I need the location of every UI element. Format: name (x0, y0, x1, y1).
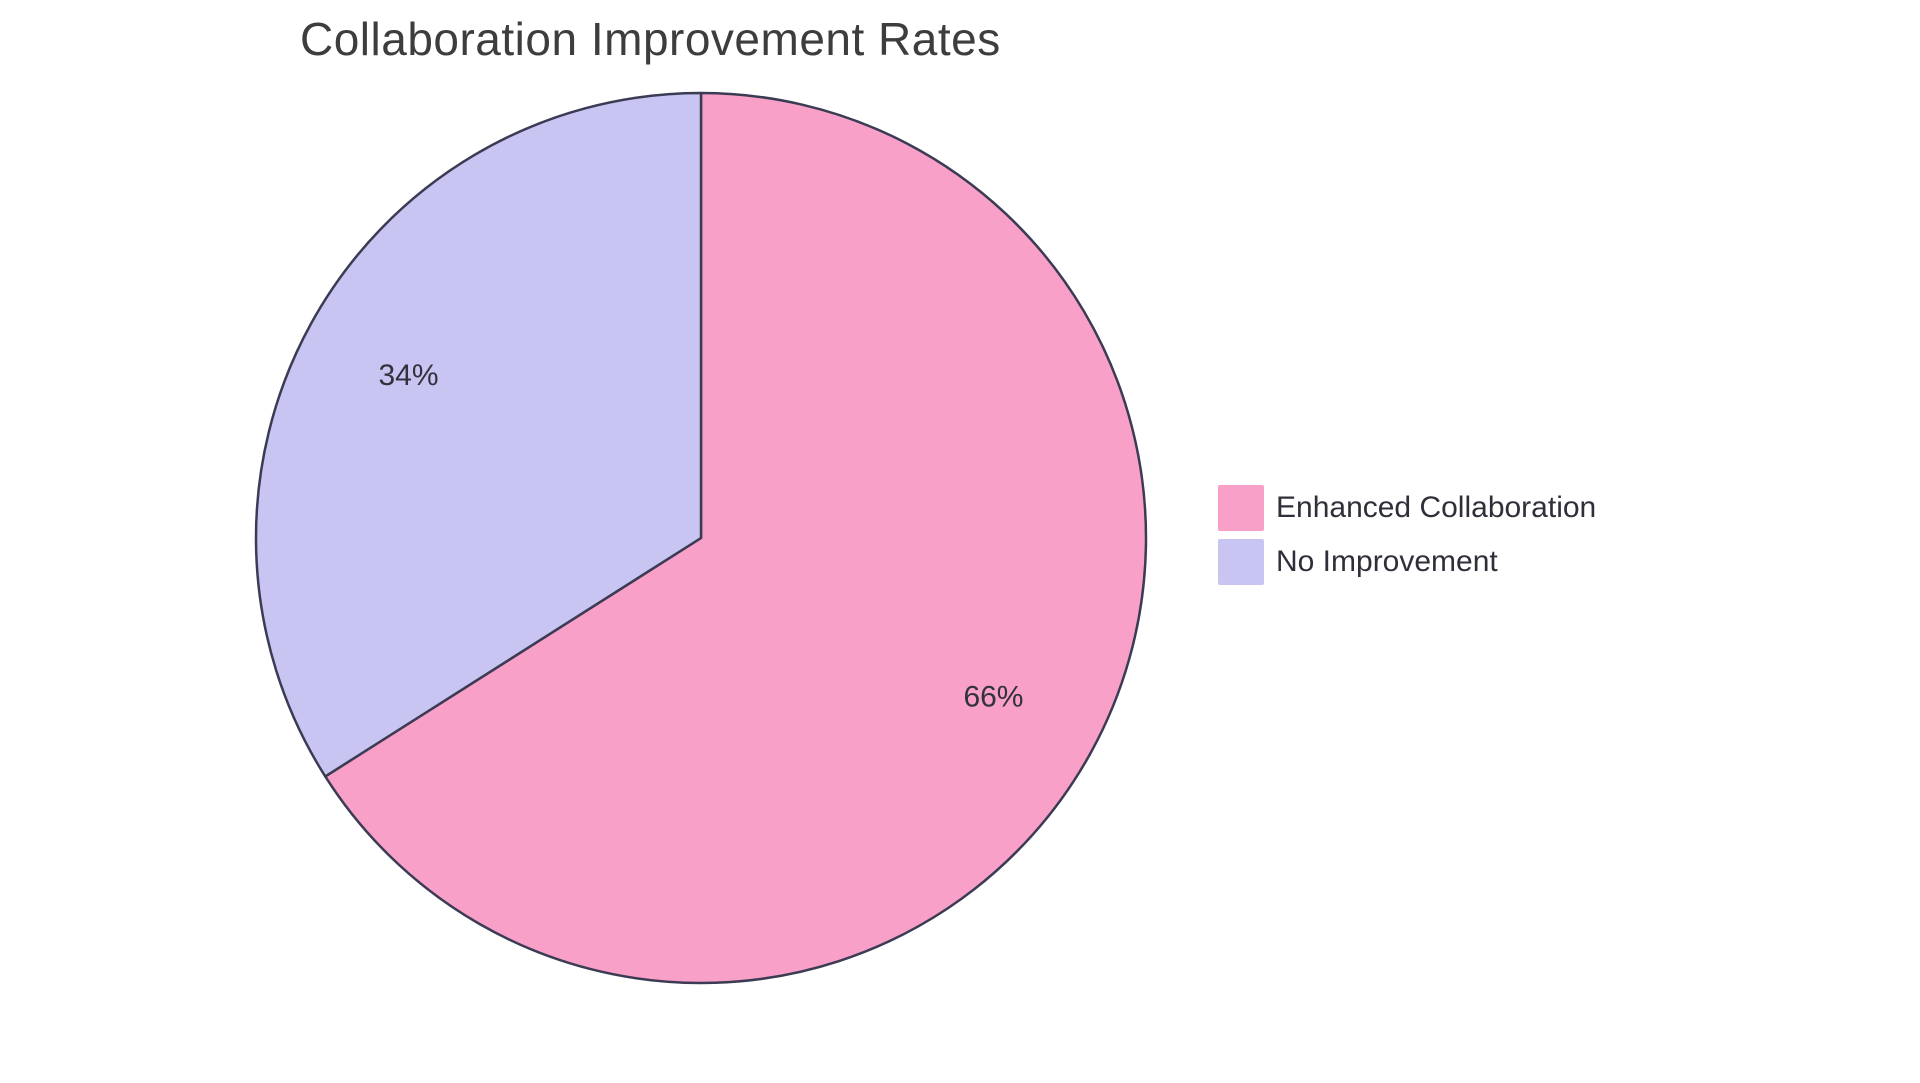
legend: Enhanced Collaboration No Improvement (1218, 485, 1596, 585)
slice-percent-label-no-improvement: 34% (379, 359, 439, 392)
pie-slice-no-improvement[interactable] (254, 91, 703, 778)
slice-percent-label-enhanced-collaboration: 66% (963, 681, 1023, 714)
legend-swatch-enhanced-collaboration (1218, 485, 1264, 531)
legend-label-enhanced-collaboration: Enhanced Collaboration (1276, 491, 1597, 524)
legend-item-enhanced-collaboration[interactable]: Enhanced Collaboration (1218, 485, 1596, 531)
legend-label-no-improvement: No Improvement (1276, 545, 1498, 578)
pie-slice-enhanced-collaboration[interactable] (324, 91, 1148, 985)
legend-swatch-no-improvement (1218, 539, 1264, 585)
legend-item-no-improvement[interactable]: No Improvement (1218, 539, 1596, 585)
chart-title: Collaboration Improvement Rates (300, 13, 1001, 65)
